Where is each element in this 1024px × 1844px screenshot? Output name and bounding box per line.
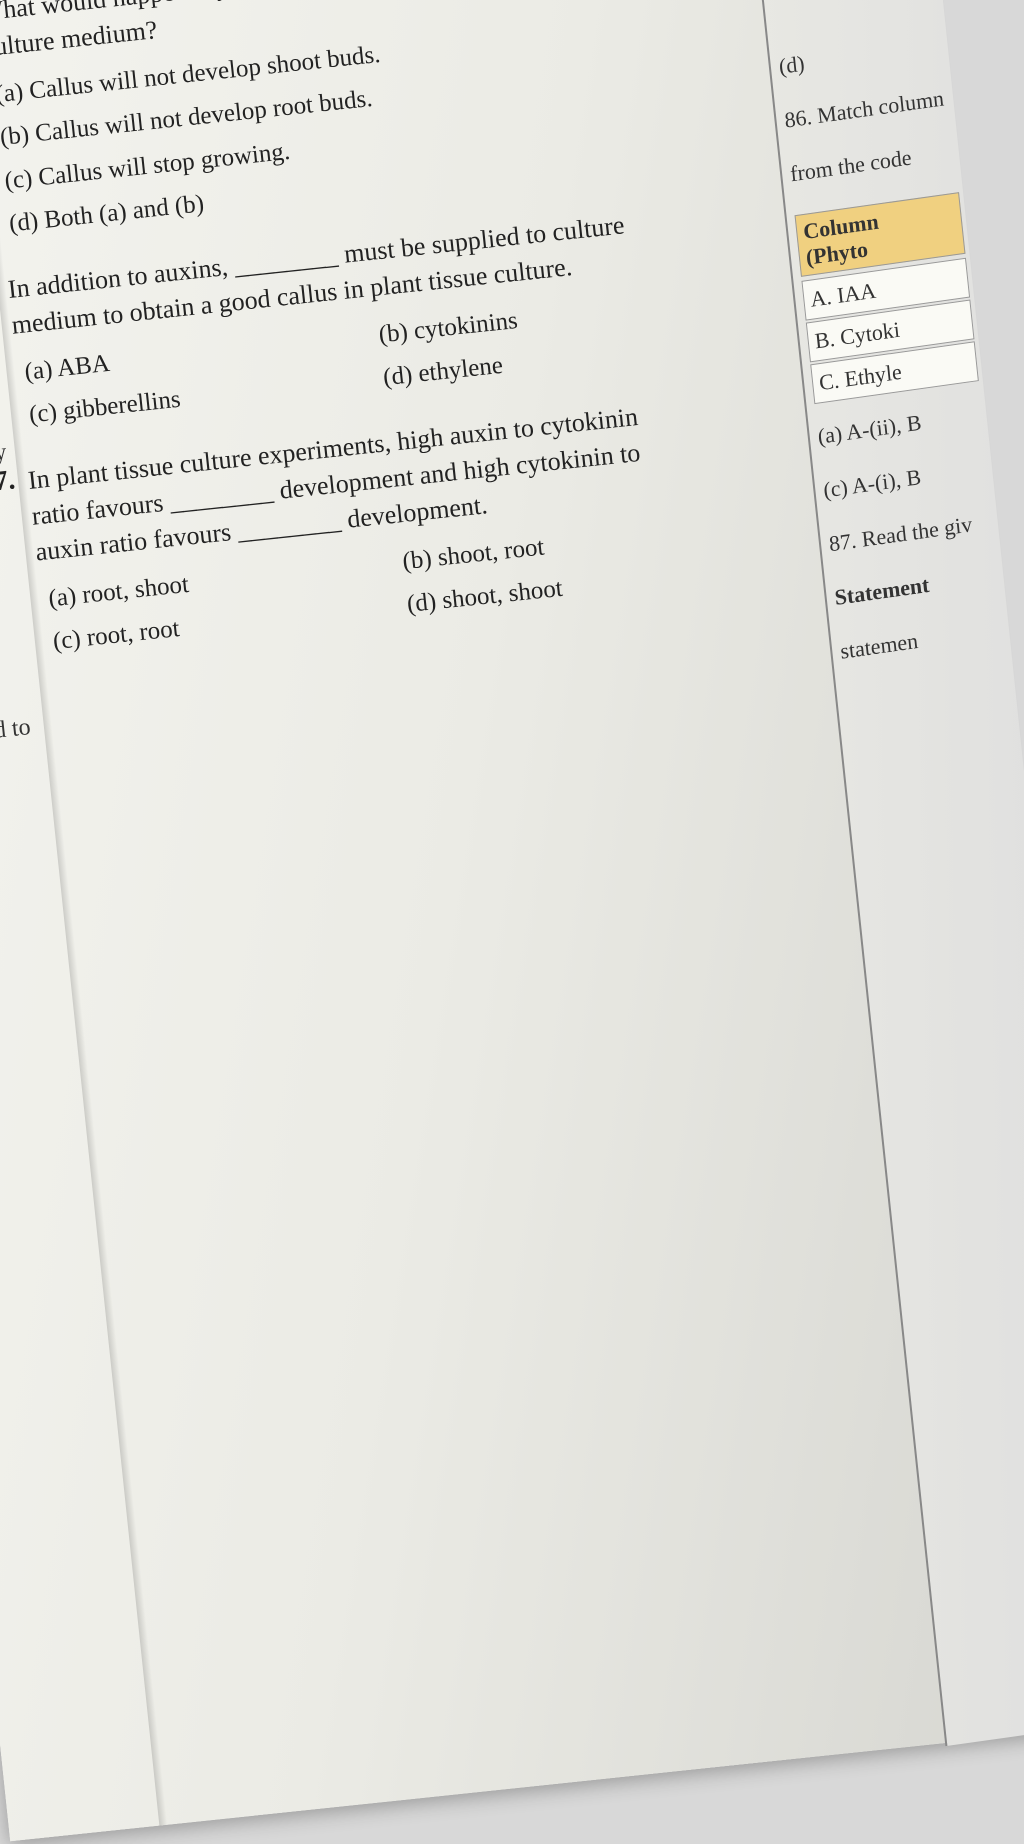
fragment: (d) <box>778 31 945 80</box>
fragment: 87. Read the giv <box>828 508 995 557</box>
fragment: from the code <box>789 138 956 187</box>
fragment: Statement <box>833 562 1000 611</box>
fragment: 86. Match column <box>783 85 950 134</box>
fragment: u are asked to <box>0 704 46 763</box>
fragment: ins <box>0 847 61 906</box>
questions-column: 75. * What would happen if you forget to… <box>0 0 766 690</box>
fragment: statemen <box>839 616 1006 665</box>
question-77: 77. In plant tissue culture experiments,… <box>26 387 763 661</box>
right-page-fragment: (d) 86. Match column from the code Colum… <box>747 0 1024 1746</box>
fragment: n. <box>0 622 37 681</box>
fragment: (a) A-(ii), B <box>816 401 983 450</box>
fragment: (c) A-(i), B <box>822 455 989 504</box>
